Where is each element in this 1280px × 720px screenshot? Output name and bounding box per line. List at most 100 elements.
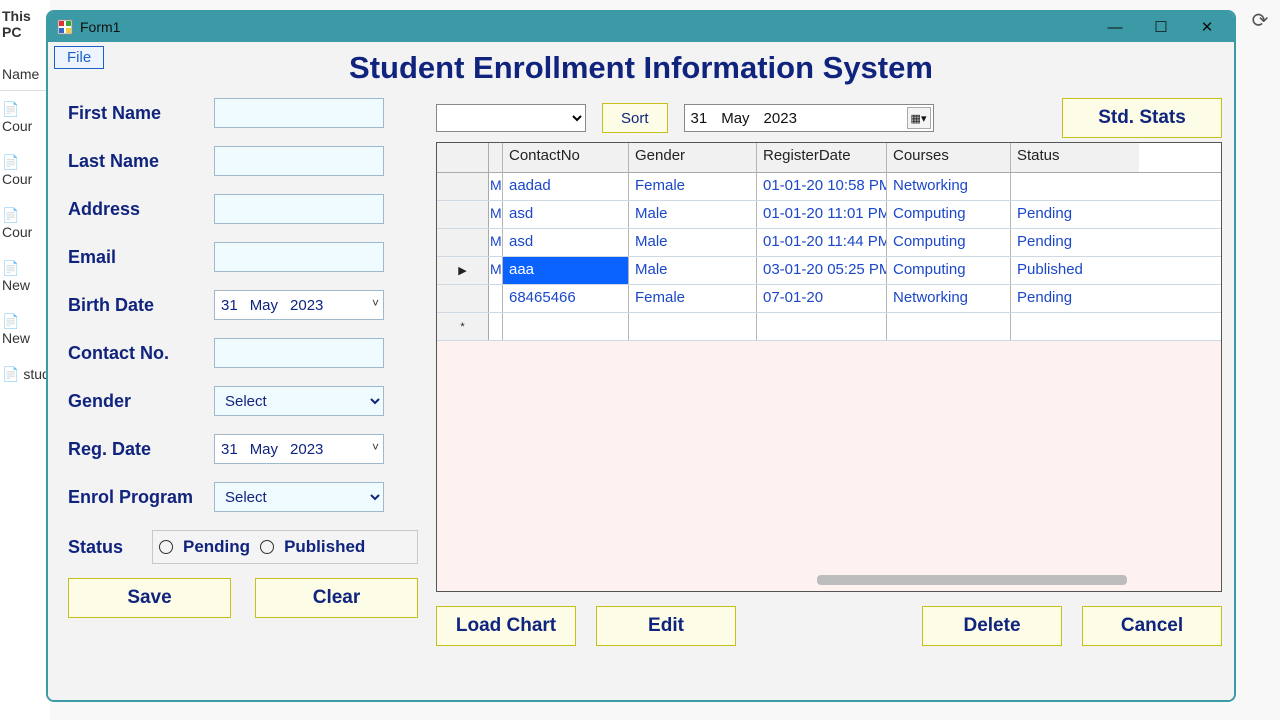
radio-published-label: Published — [284, 537, 365, 557]
nav-thispc: This PC — [0, 0, 50, 46]
radio-pending[interactable] — [159, 540, 173, 554]
cell[interactable]: M — [489, 229, 503, 256]
table-row[interactable]: 68465466Female07-01-20NetworkingPending — [437, 285, 1221, 313]
first-name-input[interactable] — [214, 98, 384, 128]
cell[interactable]: Pending — [1011, 229, 1139, 256]
cell[interactable]: Pending — [1011, 201, 1139, 228]
cell[interactable]: Networking — [887, 285, 1011, 312]
minimize-button[interactable]: — — [1092, 12, 1138, 42]
desktop-background: This PC Name 📄 Cour📄 Cour📄 Cour📄 New📄 Ne… — [0, 0, 50, 720]
cell[interactable]: Published — [1011, 257, 1139, 284]
explorer-item: 📄 stud — [0, 356, 50, 393]
address-input[interactable] — [214, 194, 384, 224]
label-address: Address — [68, 199, 214, 220]
cell[interactable]: M — [489, 201, 503, 228]
label-first-name: First Name — [68, 103, 214, 124]
new-row-icon: * — [460, 321, 464, 333]
filter-date-picker[interactable]: 31 May 2023 ▦▾ — [684, 104, 934, 132]
close-button[interactable]: ✕ — [1184, 12, 1230, 42]
filter-select[interactable] — [436, 104, 586, 132]
cell[interactable]: 01-01-20 11:01 PM — [757, 201, 887, 228]
table-row[interactable]: ▶ MaaaMale03-01-20 05:25 PMComputingPubli… — [437, 257, 1221, 285]
window-title: Form1 — [80, 19, 120, 35]
cell[interactable]: asd — [503, 229, 629, 256]
cell[interactable]: Pending — [1011, 285, 1139, 312]
explorer-item: 📄 Cour — [0, 197, 50, 250]
label-reg-date: Reg. Date — [68, 439, 214, 460]
grid-new-row[interactable]: * — [437, 313, 1221, 341]
cell[interactable]: M — [489, 173, 503, 200]
column-name: Name — [0, 46, 50, 91]
col-courses: Courses — [887, 143, 1011, 172]
label-contact-no: Contact No. — [68, 343, 214, 364]
status-group: Pending Published — [152, 530, 418, 564]
titlebar[interactable]: Form1 — ☐ ✕ — [48, 12, 1234, 42]
table-row[interactable]: MasdMale01-01-20 11:01 PMComputingPendin… — [437, 201, 1221, 229]
current-row-icon: ▶ — [458, 264, 466, 277]
cell[interactable]: aaa — [503, 257, 629, 284]
last-name-input[interactable] — [214, 146, 384, 176]
label-gender: Gender — [68, 391, 214, 412]
data-grid[interactable]: ContactNo Gender RegisterDate Courses St… — [436, 142, 1222, 592]
cell[interactable] — [489, 285, 503, 312]
col-contact: ContactNo — [503, 143, 629, 172]
cell[interactable]: M — [489, 257, 503, 284]
col-register-date: RegisterDate — [757, 143, 887, 172]
cell[interactable]: aadad — [503, 173, 629, 200]
label-birth-date: Birth Date — [68, 295, 214, 316]
table-row[interactable]: MasdMale01-01-20 11:44 PMComputingPendin… — [437, 229, 1221, 257]
label-email: Email — [68, 247, 214, 268]
cell[interactable]: 01-01-20 10:58 PM — [757, 173, 887, 200]
reg-date-picker[interactable]: 31 May 2023 ˅ — [214, 434, 384, 464]
label-last-name: Last Name — [68, 151, 214, 172]
gender-select[interactable]: Select — [214, 386, 384, 416]
cell[interactable]: Male — [629, 257, 757, 284]
maximize-button[interactable]: ☐ — [1138, 12, 1184, 42]
cell[interactable]: 03-01-20 05:25 PM — [757, 257, 887, 284]
std-stats-button[interactable]: Std. Stats — [1062, 98, 1222, 138]
cell[interactable]: Computing — [887, 257, 1011, 284]
explorer-item: 📄 Cour — [0, 91, 50, 144]
radio-published[interactable] — [260, 540, 274, 554]
cancel-button[interactable]: Cancel — [1082, 606, 1222, 646]
refresh-icon: ⟳ — [1240, 0, 1280, 40]
edit-button[interactable]: Edit — [596, 606, 736, 646]
cell[interactable]: Female — [629, 173, 757, 200]
cell[interactable]: asd — [503, 201, 629, 228]
delete-button[interactable]: Delete — [922, 606, 1062, 646]
email-input[interactable] — [214, 242, 384, 272]
form-panel: First Name Last Name Address Email Birth… — [68, 98, 418, 646]
cell[interactable]: Networking — [887, 173, 1011, 200]
grid-header: ContactNo Gender RegisterDate Courses St… — [437, 143, 1221, 173]
cell[interactable]: Computing — [887, 201, 1011, 228]
birth-date-picker[interactable]: 31 May 2023 ˅ — [214, 290, 384, 320]
cell[interactable]: Male — [629, 201, 757, 228]
clear-button[interactable]: Clear — [255, 578, 418, 618]
cell[interactable]: 01-01-20 11:44 PM — [757, 229, 887, 256]
label-status: Status — [68, 537, 146, 558]
app-window: Form1 — ☐ ✕ File Student Enrollment Info… — [46, 10, 1236, 702]
cell[interactable] — [1011, 173, 1139, 200]
save-button[interactable]: Save — [68, 578, 231, 618]
table-row[interactable]: MaadadFemale01-01-20 10:58 PMNetworking — [437, 173, 1221, 201]
col-gender: Gender — [629, 143, 757, 172]
cell[interactable]: 07-01-20 — [757, 285, 887, 312]
cell[interactable]: Computing — [887, 229, 1011, 256]
calendar-icon[interactable]: ▦▾ — [907, 107, 931, 129]
menu-file[interactable]: File — [54, 46, 104, 69]
cell[interactable]: Female — [629, 285, 757, 312]
contact-no-input[interactable] — [214, 338, 384, 368]
cell[interactable]: 68465466 — [503, 285, 629, 312]
label-enrol-program: Enrol Program — [68, 487, 214, 508]
page-title: Student Enrollment Information System — [56, 44, 1226, 96]
explorer-item: 📄 Cour — [0, 144, 50, 197]
chevron-down-icon: ˅ — [372, 440, 379, 454]
sort-button[interactable]: Sort — [602, 103, 668, 133]
col-status: Status — [1011, 143, 1139, 172]
grid-scrollbar[interactable] — [817, 575, 1127, 585]
app-icon — [56, 18, 74, 36]
load-chart-button[interactable]: Load Chart — [436, 606, 576, 646]
cell[interactable]: Male — [629, 229, 757, 256]
chevron-down-icon: ˅ — [372, 296, 379, 310]
program-select[interactable]: Select — [214, 482, 384, 512]
